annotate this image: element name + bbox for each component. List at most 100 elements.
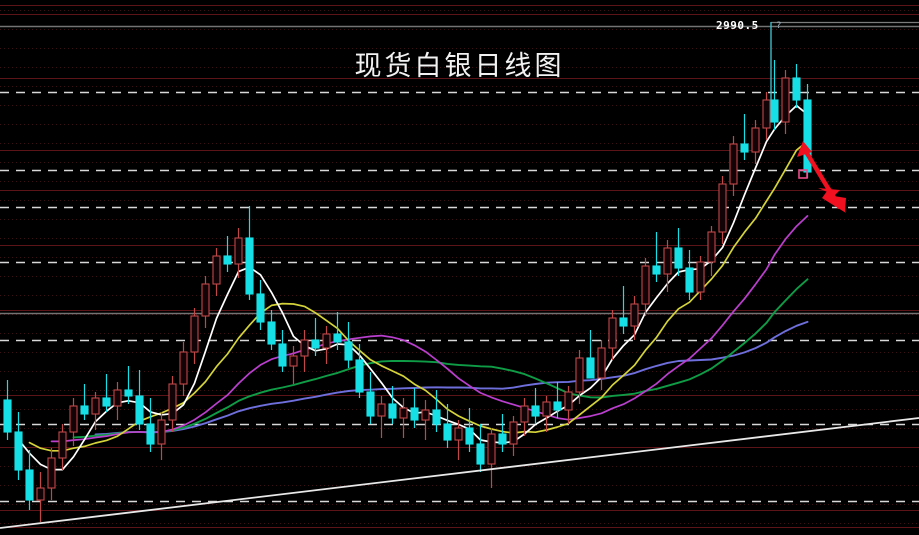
- candle-body: [718, 183, 727, 233]
- candle-body: [674, 247, 683, 269]
- candlestick[interactable]: [520, 398, 529, 436]
- candlestick[interactable]: [146, 398, 155, 452]
- candlestick[interactable]: [803, 84, 812, 178]
- candlestick[interactable]: [476, 424, 485, 472]
- candlestick[interactable]: [663, 240, 672, 292]
- candlestick[interactable]: [91, 392, 100, 430]
- candlestick[interactable]: [278, 330, 287, 372]
- candlestick[interactable]: [399, 398, 408, 438]
- candle-body: [25, 469, 34, 501]
- candlestick[interactable]: [652, 232, 661, 282]
- candlestick[interactable]: [770, 60, 779, 130]
- candlestick[interactable]: [388, 386, 397, 424]
- candle-body: [630, 303, 639, 327]
- candlestick[interactable]: [696, 256, 705, 300]
- candle-body: [58, 431, 67, 459]
- candlestick[interactable]: [498, 414, 507, 452]
- candlestick[interactable]: [586, 330, 595, 379]
- candle-body: [792, 77, 801, 101]
- arrow-head-down-solid: [822, 187, 846, 213]
- candlestick[interactable]: [465, 408, 474, 452]
- candle-body: [91, 397, 100, 415]
- candlestick[interactable]: [421, 400, 430, 440]
- candlestick[interactable]: [685, 250, 694, 300]
- candlestick[interactable]: [289, 346, 298, 384]
- candlestick[interactable]: [58, 424, 67, 470]
- candlestick[interactable]: [212, 248, 221, 296]
- candle-body: [597, 347, 606, 379]
- candlestick[interactable]: [564, 386, 573, 424]
- candlestick[interactable]: [597, 340, 606, 390]
- candlestick[interactable]: [344, 322, 353, 368]
- candlestick[interactable]: [410, 388, 419, 428]
- candle-body: [641, 265, 650, 305]
- candlestick[interactable]: [542, 396, 551, 432]
- candlestick[interactable]: [729, 136, 738, 196]
- candlestick[interactable]: [168, 376, 177, 432]
- candle-body: [762, 99, 771, 129]
- candlestick[interactable]: [619, 286, 628, 334]
- candlestick[interactable]: [3, 380, 12, 440]
- candlestick[interactable]: [14, 412, 23, 480]
- candlestick[interactable]: [443, 404, 452, 448]
- candle-body: [124, 389, 133, 397]
- candlestick[interactable]: [751, 120, 760, 164]
- candlestick[interactable]: [179, 342, 188, 396]
- candle-body: [509, 421, 518, 445]
- candlestick[interactable]: [641, 258, 650, 316]
- candlestick[interactable]: [102, 374, 111, 412]
- candlestick[interactable]: [740, 114, 749, 160]
- candle-body: [212, 255, 221, 285]
- trade-direction-arrow: [797, 141, 846, 213]
- candlestick[interactable]: [792, 64, 801, 108]
- candlestick[interactable]: [322, 326, 331, 364]
- candlestick[interactable]: [190, 308, 199, 364]
- candlestick[interactable]: [762, 92, 771, 140]
- candlestick[interactable]: [256, 280, 265, 330]
- candlestick[interactable]: [311, 318, 320, 356]
- candlestick[interactable]: [300, 330, 309, 372]
- candlestick[interactable]: [333, 312, 342, 350]
- candlestick[interactable]: [366, 372, 375, 424]
- candlestick[interactable]: [355, 344, 364, 398]
- candlestick[interactable]: [25, 450, 34, 510]
- candlestick[interactable]: [267, 310, 276, 350]
- candlestick[interactable]: [223, 236, 232, 272]
- candlestick[interactable]: [69, 398, 78, 446]
- candlestick[interactable]: [781, 70, 790, 134]
- candle-body: [311, 339, 320, 349]
- candlestick[interactable]: [113, 382, 122, 420]
- candlestick[interactable]: [234, 228, 243, 278]
- candlestick[interactable]: [245, 206, 254, 300]
- uptrend-support-line[interactable]: [0, 417, 919, 529]
- candlestick[interactable]: [718, 176, 727, 244]
- candlestick[interactable]: [135, 370, 144, 430]
- candle-body: [781, 77, 790, 123]
- candle-body: [344, 341, 353, 361]
- candlestick[interactable]: [707, 226, 716, 276]
- candlestick[interactable]: [575, 350, 584, 404]
- candlestick[interactable]: [124, 366, 133, 404]
- candle-body: [531, 405, 540, 417]
- candlestick[interactable]: [47, 448, 56, 500]
- ma-line-green: [72, 278, 809, 439]
- candlestick[interactable]: [531, 388, 540, 424]
- candlestick[interactable]: [201, 276, 210, 328]
- candle-body: [234, 237, 243, 265]
- candlestick[interactable]: [432, 390, 441, 432]
- candlestick[interactable]: [157, 412, 166, 460]
- candlestick[interactable]: [36, 472, 45, 522]
- candlestick[interactable]: [509, 416, 518, 456]
- candlestick[interactable]: [608, 310, 617, 360]
- candlestick[interactable]: [553, 382, 562, 418]
- candlestick[interactable]: [377, 396, 386, 438]
- candlestick[interactable]: [454, 420, 463, 460]
- candlestick[interactable]: [487, 428, 496, 488]
- candle-body: [47, 457, 56, 489]
- candlestick-group[interactable]: [3, 60, 812, 522]
- candle-body: [157, 419, 166, 445]
- candlestick[interactable]: [630, 296, 639, 340]
- candlestick[interactable]: [80, 384, 89, 420]
- candlestick[interactable]: [674, 228, 683, 276]
